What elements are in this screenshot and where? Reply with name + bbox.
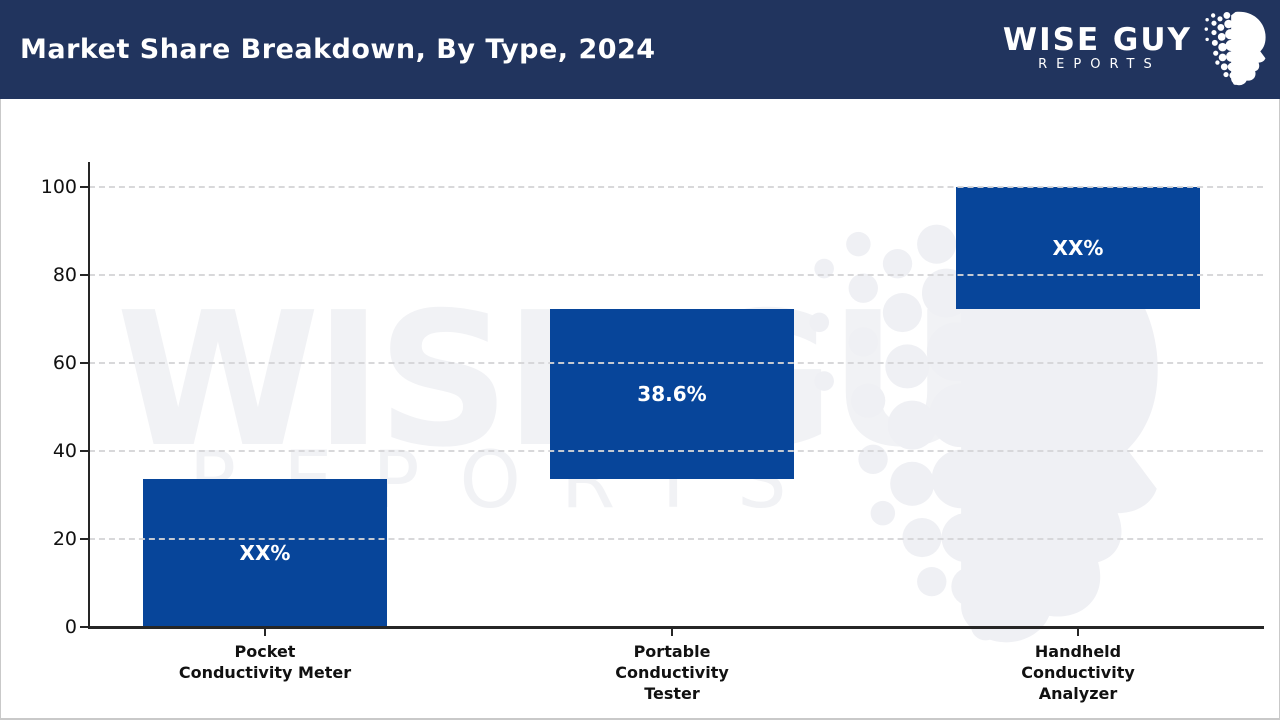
y-tick-label-20: 20 bbox=[52, 528, 77, 550]
y-tick-mark-100 bbox=[80, 186, 88, 188]
x-category-label-line: Analyzer bbox=[1038, 684, 1118, 703]
x-tick-mark-1 bbox=[264, 629, 266, 636]
brand-text: WISE GUY REPORTS bbox=[1003, 23, 1192, 73]
brand-name: WISE GUY bbox=[1002, 22, 1192, 58]
page-title: Market Share Breakdown, By Type, 2024 bbox=[20, 34, 656, 65]
x-category-label-line: Handheld bbox=[1034, 642, 1122, 661]
x-category-label-2: Portable Conductivity Tester bbox=[512, 641, 832, 704]
x-tick-mark-3 bbox=[1077, 629, 1079, 636]
brand-face-icon bbox=[1204, 11, 1266, 86]
gridline-100 bbox=[89, 186, 1263, 188]
header: Market Share Breakdown, By Type, 2024 WI… bbox=[0, 0, 1280, 99]
x-category-label-3: Handheld Conductivity Analyzer bbox=[918, 641, 1238, 704]
y-tick-label-60: 60 bbox=[52, 352, 77, 374]
x-category-label-line: Conductivity Meter bbox=[178, 663, 352, 682]
y-tick-label-0: 0 bbox=[64, 616, 77, 638]
x-category-label-line: Tester bbox=[644, 684, 700, 703]
x-tick-mark-2 bbox=[671, 629, 673, 636]
y-tick-mark-20 bbox=[80, 538, 88, 540]
gridline-60 bbox=[89, 362, 1263, 364]
gridline-40 bbox=[89, 450, 1263, 452]
y-axis-spine bbox=[88, 162, 90, 628]
y-tick-label-100: 100 bbox=[40, 176, 77, 198]
bar-value-label-1: XX% bbox=[239, 541, 291, 566]
y-tick-mark-0 bbox=[80, 626, 88, 628]
brand-logo: WISE GUY REPORTS bbox=[1003, 8, 1268, 88]
x-category-label-line: Pocket bbox=[234, 642, 296, 661]
bar-segment-3 bbox=[956, 187, 1200, 310]
x-category-label-line: Conductivity bbox=[615, 663, 729, 682]
bar-value-label-2: 38.6% bbox=[637, 382, 707, 407]
x-category-label-line: Conductivity bbox=[1021, 663, 1135, 682]
y-tick-mark-80 bbox=[80, 274, 88, 276]
bar-segment-1 bbox=[143, 479, 387, 627]
gridline-80 bbox=[89, 274, 1263, 276]
y-tick-label-80: 80 bbox=[52, 264, 77, 286]
x-category-label-1: Pocket Conductivity Meter bbox=[105, 641, 425, 683]
brand-subtitle: REPORTS bbox=[1038, 57, 1161, 72]
y-tick-label-40: 40 bbox=[52, 440, 77, 462]
x-axis-spine bbox=[88, 626, 1264, 629]
y-tick-mark-40 bbox=[80, 450, 88, 452]
gridline-20 bbox=[89, 538, 1263, 540]
bar-value-label-3: XX% bbox=[1052, 236, 1104, 261]
y-tick-mark-60 bbox=[80, 362, 88, 364]
x-category-label-line: Portable bbox=[633, 642, 711, 661]
